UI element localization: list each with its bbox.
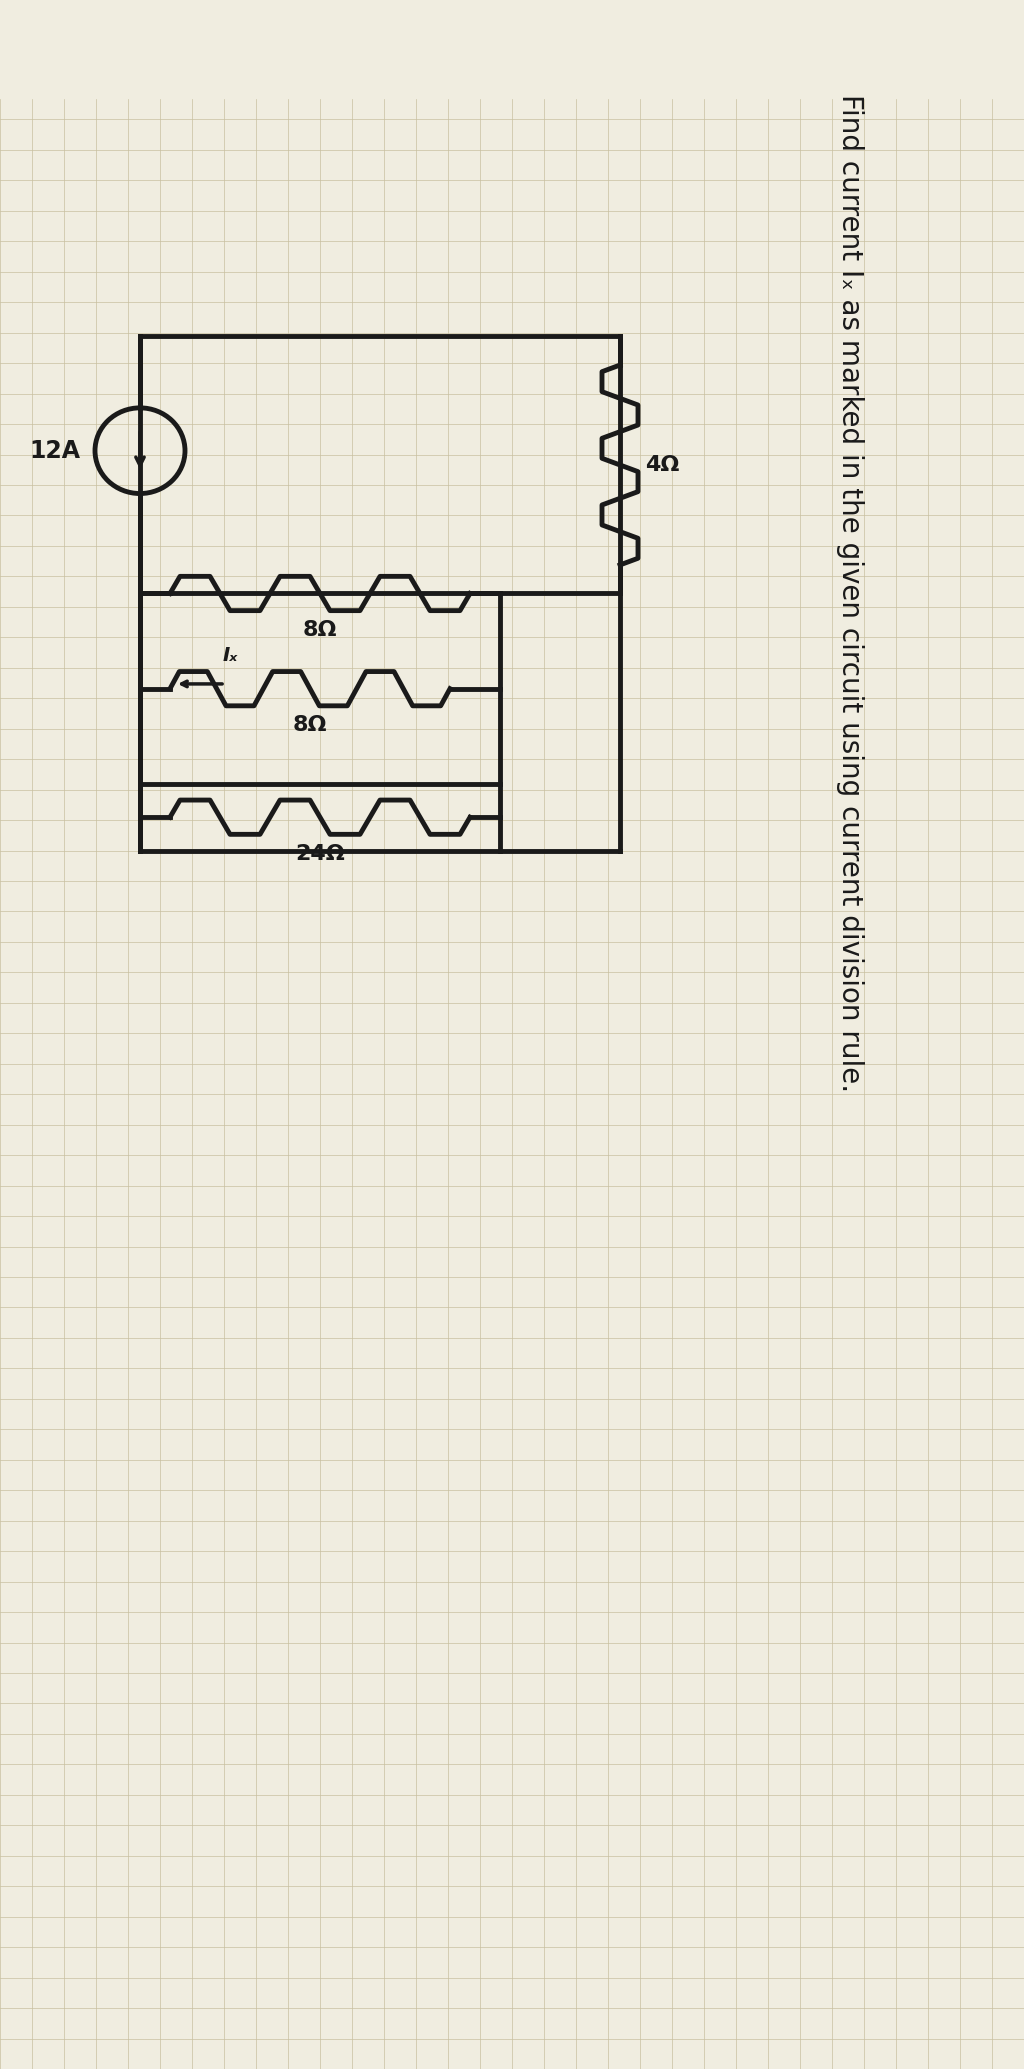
Text: 8Ω: 8Ω (303, 621, 337, 639)
Text: 24Ω: 24Ω (295, 844, 345, 865)
Text: 12A: 12A (29, 439, 80, 463)
Text: 8Ω: 8Ω (293, 716, 328, 734)
Text: Find current Iₓ as marked in the given circuit using current division rule.: Find current Iₓ as marked in the given c… (836, 95, 864, 1092)
Text: 4Ω: 4Ω (645, 455, 679, 476)
Text: Iₓ: Iₓ (222, 646, 238, 664)
